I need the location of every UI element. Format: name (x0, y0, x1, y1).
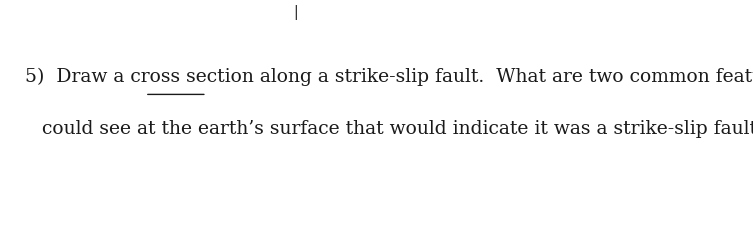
Text: 5)  Draw a cross section along a strike-slip fault.  What are two common feature: 5) Draw a cross section along a strike-s… (25, 67, 753, 86)
Text: could see at the earth’s surface that would indicate it was a strike-slip fault?: could see at the earth’s surface that wo… (42, 120, 753, 138)
Text: |: | (294, 5, 298, 20)
